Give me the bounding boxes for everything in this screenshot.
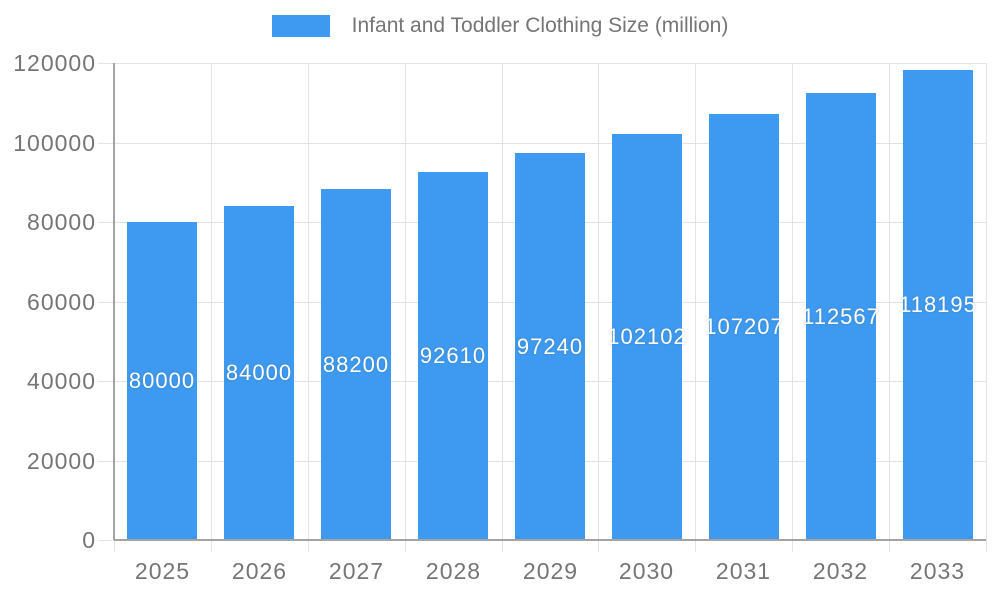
x-tick-label: 2029 [522, 558, 579, 584]
bar-value-label: 97240 [516, 333, 584, 359]
bar-2030: 102102 [607, 134, 686, 540]
x-axis-labels: 2025 2026 2027 2028 2029 2030 2031 2032 2033 [114, 557, 986, 587]
gridline-v [889, 63, 890, 552]
y-tick-label: 80000 [27, 209, 96, 235]
bar-value-label: 112567 [802, 303, 880, 329]
y-tick-label: 60000 [27, 289, 96, 315]
gridline-v [502, 63, 503, 552]
y-tick-label: 120000 [13, 50, 96, 76]
bar-value-label: 84000 [225, 360, 293, 385]
bar-value-label: 92610 [419, 343, 487, 368]
gridline-v [211, 63, 212, 552]
x-axis-line [114, 539, 986, 541]
gridline-h [98, 63, 986, 64]
x-tick-label: 2031 [715, 558, 772, 584]
x-tick-label: 2033 [909, 558, 966, 584]
y-axis-line [113, 63, 115, 540]
y-tick [98, 540, 114, 541]
bar-2027: 88200 [321, 189, 391, 540]
x-tick-label: 2030 [618, 558, 675, 584]
bar-2033: 118195 [899, 70, 976, 540]
bar-2026: 84000 [224, 206, 294, 540]
x-tick-label: 2026 [231, 558, 288, 584]
x-tick [114, 540, 115, 552]
bar-2029: 97240 [515, 153, 585, 540]
y-tick-label: 0 [82, 527, 96, 553]
bar-value-label: 118195 [899, 292, 977, 317]
x-tick-label: 2028 [425, 558, 482, 584]
bar-value-label: 88200 [322, 351, 390, 377]
legend-label: Infant and Toddler Clothing Size (millio… [351, 14, 729, 37]
legend-swatch [271, 15, 330, 37]
bar-2025: 80000 [127, 222, 197, 540]
x-tick-label: 2025 [134, 558, 191, 584]
y-axis-labels: 0 20000 40000 60000 80000 100000 120000 [0, 50, 96, 553]
bar-2032: 112567 [802, 93, 879, 540]
bar-2031: 107207 [704, 114, 783, 540]
y-tick-label: 20000 [27, 448, 96, 474]
gridline-v [405, 63, 406, 552]
y-tick-label: 100000 [13, 130, 96, 156]
bar-value-label: 102102 [607, 324, 687, 349]
gridline-v [792, 63, 793, 552]
gridline-v [986, 63, 987, 552]
bar-2028: 92610 [418, 172, 488, 540]
gridline-v [598, 63, 599, 552]
bar-value-label: 107207 [704, 314, 784, 339]
x-tick-label: 2027 [328, 558, 385, 584]
gridline-v [308, 63, 309, 552]
legend[interactable]: Infant and Toddler Clothing Size (millio… [0, 14, 1000, 38]
y-tick-label: 40000 [27, 368, 96, 394]
plot-area: 80000 84000 88200 92610 97240 102102 107207 112… [98, 63, 987, 552]
gridline-h [98, 143, 986, 144]
x-tick-label: 2032 [812, 558, 869, 584]
gridline-v [695, 63, 696, 552]
bar-value-label: 80000 [128, 368, 196, 393]
